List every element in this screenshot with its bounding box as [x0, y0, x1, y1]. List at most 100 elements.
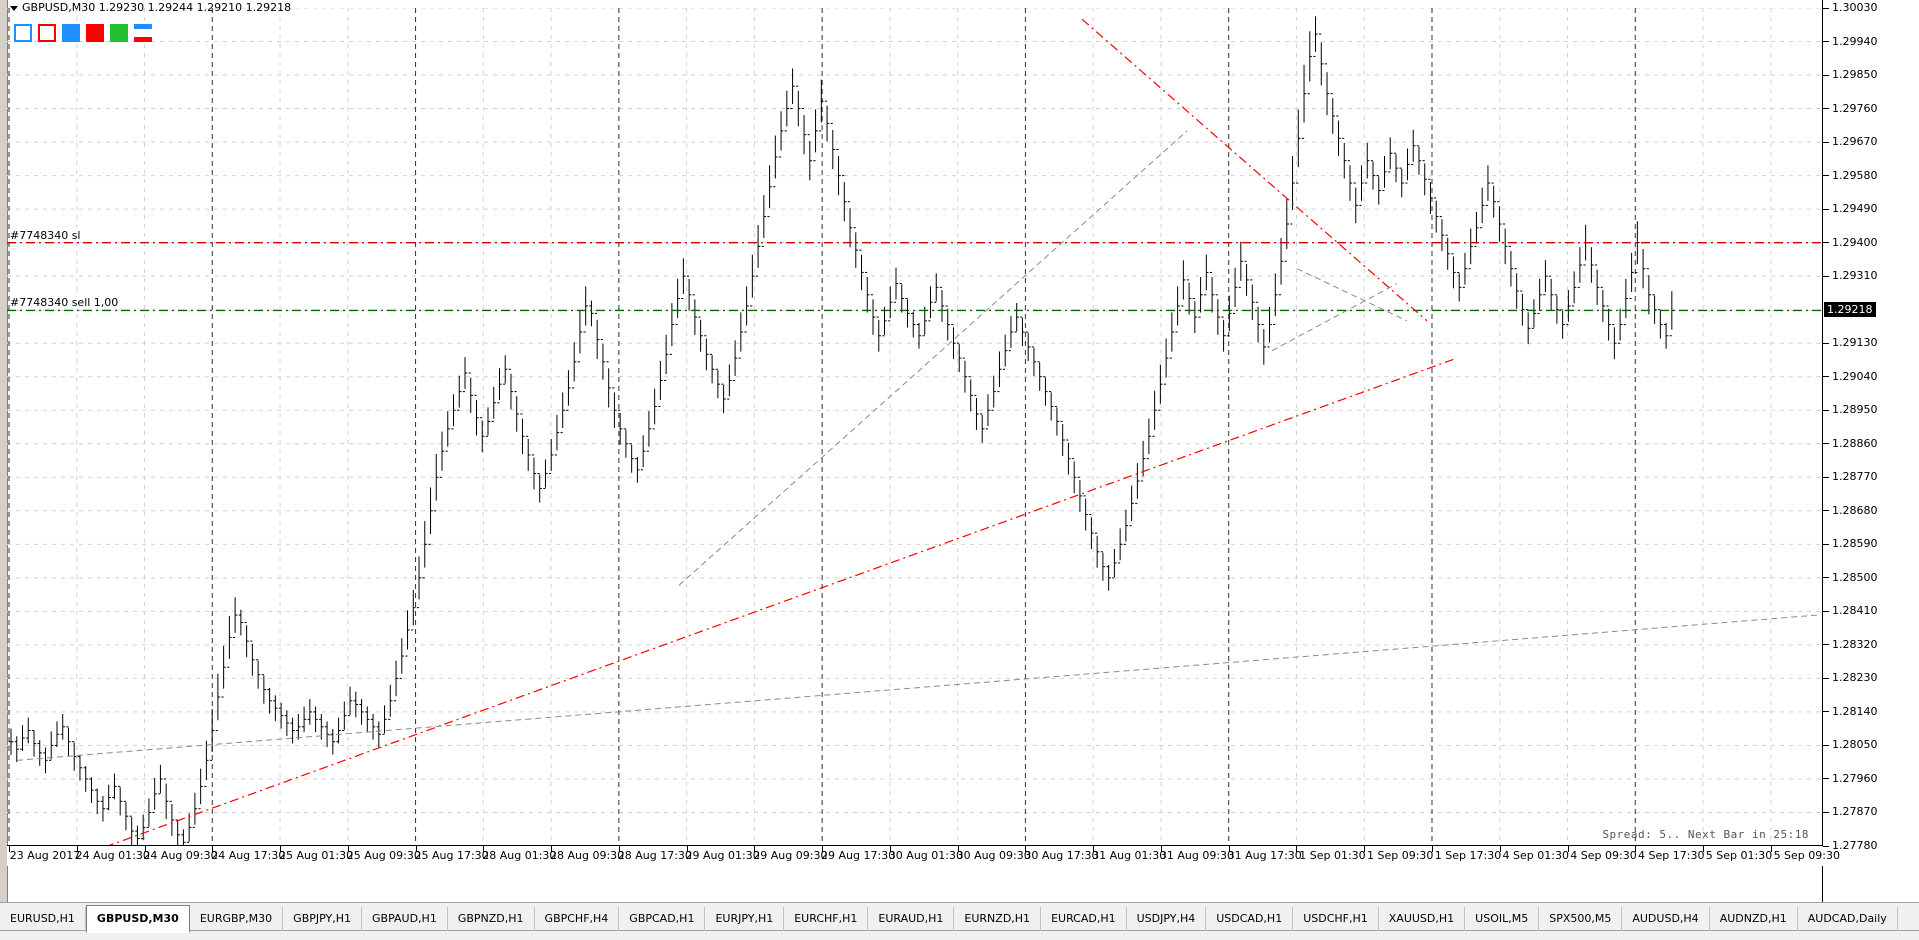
- time-tick-label: 30 Aug 09:30: [956, 849, 1031, 862]
- ohlc-bar: [1411, 129, 1416, 165]
- symbol-tab[interactable]: EURGBP,M30: [190, 907, 284, 931]
- lower-trendline-ascending[interactable]: [87, 357, 1458, 846]
- time-tick-mark: [889, 846, 891, 852]
- ohlc-bar: [1175, 286, 1180, 333]
- ohlc-bar: [1123, 509, 1129, 545]
- ohlc-bar: [215, 673, 221, 732]
- time-tick-mark: [144, 846, 146, 852]
- time-tick-label: 4 Sep 17:30: [1638, 849, 1705, 862]
- symbol-tab[interactable]: GBPJPY,H1: [283, 907, 362, 931]
- symbol-tab[interactable]: GBPNZD,H1: [448, 907, 535, 931]
- ohlc-bar: [738, 312, 744, 359]
- symbol-tab[interactable]: USOIL,M5: [1465, 907, 1540, 931]
- time-tick-label: 25 Aug 09:30: [346, 849, 421, 862]
- time-tick-label: 25 Aug 01:30: [278, 849, 354, 862]
- swatch-blue[interactable]: [62, 24, 80, 42]
- ohlc-bar: [1232, 267, 1238, 314]
- time-tick-mark: [76, 846, 78, 852]
- symbol-tab[interactable]: GBPCHF,H4: [535, 907, 620, 931]
- ohlc-bar: [1313, 16, 1318, 57]
- ohlc-bar: [411, 589, 416, 631]
- ohlc-bar: [1428, 178, 1433, 214]
- ohlc-bar: [646, 411, 652, 452]
- time-tick-label: 1 Sep 01:30: [1299, 849, 1366, 862]
- ohlc-bar: [750, 254, 755, 307]
- ohlc-bar: [1635, 221, 1640, 273]
- ohlc-bar: [1238, 241, 1244, 288]
- time-tick-mark: [415, 846, 417, 852]
- price-tick-label: 1.28770: [1823, 470, 1919, 483]
- symbol-tab[interactable]: GBPAUD,H1: [362, 907, 448, 931]
- price-scale[interactable]: 1.30030 1.29940 1.29850 1.29760 1.29670 1.295…: [1822, 0, 1919, 903]
- chart-area[interactable]: GBPUSD,M30 1.29230 1.29244 1.29210 1.292…: [0, 0, 1919, 903]
- price-tick-label: 1.29940: [1823, 35, 1919, 48]
- ohlc-bar: [698, 316, 703, 352]
- symbol-tab-bar[interactable]: EURUSD,H1 GBPUSD,M30 EURGBP,M30 GBPJPY,H1 GB…: [0, 902, 1919, 940]
- swatch-green[interactable]: [110, 24, 128, 42]
- ohlc-bar: [928, 286, 933, 322]
- time-tick-label: 4 Sep 01:30: [1502, 849, 1569, 862]
- symbol-tab[interactable]: USDCHF,H1: [1293, 907, 1379, 931]
- ohlc-bar: [537, 473, 542, 503]
- order-label-sell-line[interactable]: #7748340 sl: [10, 228, 81, 242]
- symbol-tab-active[interactable]: GBPUSD,M30: [85, 905, 190, 933]
- time-tick-mark: [9, 846, 10, 852]
- time-scale[interactable]: 23 Aug 2017 24 Aug 01:30 24 Aug 09:30 24 Au…: [7, 845, 1840, 866]
- minor-trendline-a[interactable]: [1271, 283, 1398, 352]
- ohlc-bar: [1474, 211, 1479, 247]
- symbol-tab[interactable]: EURCHF,H1: [784, 907, 869, 931]
- upper-trendline-descending[interactable]: [1081, 18, 1428, 322]
- ohlc-bar: [1037, 361, 1042, 391]
- inner-trendline-ascending[interactable]: [678, 130, 1188, 586]
- order-label-sell-entry[interactable]: #7748340 sell 1,00: [10, 296, 119, 310]
- ohlc-bar: [422, 521, 427, 579]
- symbol-tab[interactable]: XAUUSD,H1: [1379, 907, 1466, 931]
- ohlc-bar: [571, 342, 577, 389]
- ohlc-bar: [1554, 294, 1560, 324]
- chevron-down-icon[interactable]: [10, 5, 18, 11]
- ohlc-bar: [543, 459, 548, 489]
- minor-trendline-b[interactable]: [1296, 268, 1408, 322]
- swatch-white-red-border[interactable]: [38, 24, 56, 42]
- ohlc-bar: [980, 413, 985, 443]
- ohlc-bar: [1445, 234, 1450, 270]
- ohlc-bar: [623, 428, 629, 458]
- ohlc-bar: [1497, 201, 1502, 242]
- symbol-tab[interactable]: USDJPY,H4: [1127, 907, 1207, 931]
- time-tick-label: 5 Sep 01:30: [1705, 849, 1773, 862]
- ohlc-bar: [31, 730, 37, 757]
- price-tick-label: 1.27960: [1823, 772, 1919, 785]
- swatch-white-blue-border[interactable]: [14, 24, 32, 42]
- symbol-tab[interactable]: USDCAD,H1: [1206, 907, 1294, 931]
- ohlc-bar: [1640, 242, 1646, 289]
- ohlc-bar: [77, 754, 83, 781]
- ohlc-bar: [1163, 338, 1169, 385]
- symbol-tab[interactable]: GBPCAD,H1: [619, 907, 706, 931]
- ohlc-bar: [859, 249, 864, 291]
- ohlc-bar: [1606, 305, 1611, 341]
- ohlc-bar: [204, 740, 209, 787]
- swatch-red[interactable]: [86, 24, 104, 42]
- ohlc-bar: [474, 394, 479, 436]
- time-tick-label: 24 Aug 17:30: [211, 849, 286, 862]
- symbol-tab[interactable]: EURCAD,H1: [1041, 907, 1127, 931]
- symbol-tab[interactable]: SPX500,M5: [1539, 907, 1623, 931]
- chart-plot[interactable]: [7, 8, 1823, 846]
- ohlc-bar: [146, 798, 152, 828]
- symbol-tab[interactable]: EURNZD,H1: [954, 907, 1042, 931]
- swatch-blue-red-bars[interactable]: [134, 24, 152, 42]
- secondary-trendline-ascending[interactable]: [16, 614, 1818, 761]
- symbol-tab[interactable]: AUDUSD,H4: [1622, 907, 1710, 931]
- symbol-tab[interactable]: EURAUD,H1: [868, 907, 955, 931]
- symbol-tab[interactable]: AUDCAD,Daily: [1798, 907, 1898, 931]
- ohlc-bar: [824, 100, 830, 142]
- ohlc-bar: [497, 368, 502, 404]
- ohlc-bar: [1393, 152, 1399, 183]
- symbol-tab[interactable]: AUDNZD,H1: [1710, 907, 1798, 931]
- symbol-tab[interactable]: EURJPY,H1: [705, 907, 785, 931]
- left-scrollbar[interactable]: [0, 0, 8, 903]
- price-tick-label: 1.29670: [1823, 135, 1919, 148]
- symbol-tab[interactable]: EURUSD,H1: [0, 907, 86, 931]
- price-tick-label: 1.28320: [1823, 638, 1919, 651]
- color-palette-toolbar[interactable]: [14, 24, 152, 42]
